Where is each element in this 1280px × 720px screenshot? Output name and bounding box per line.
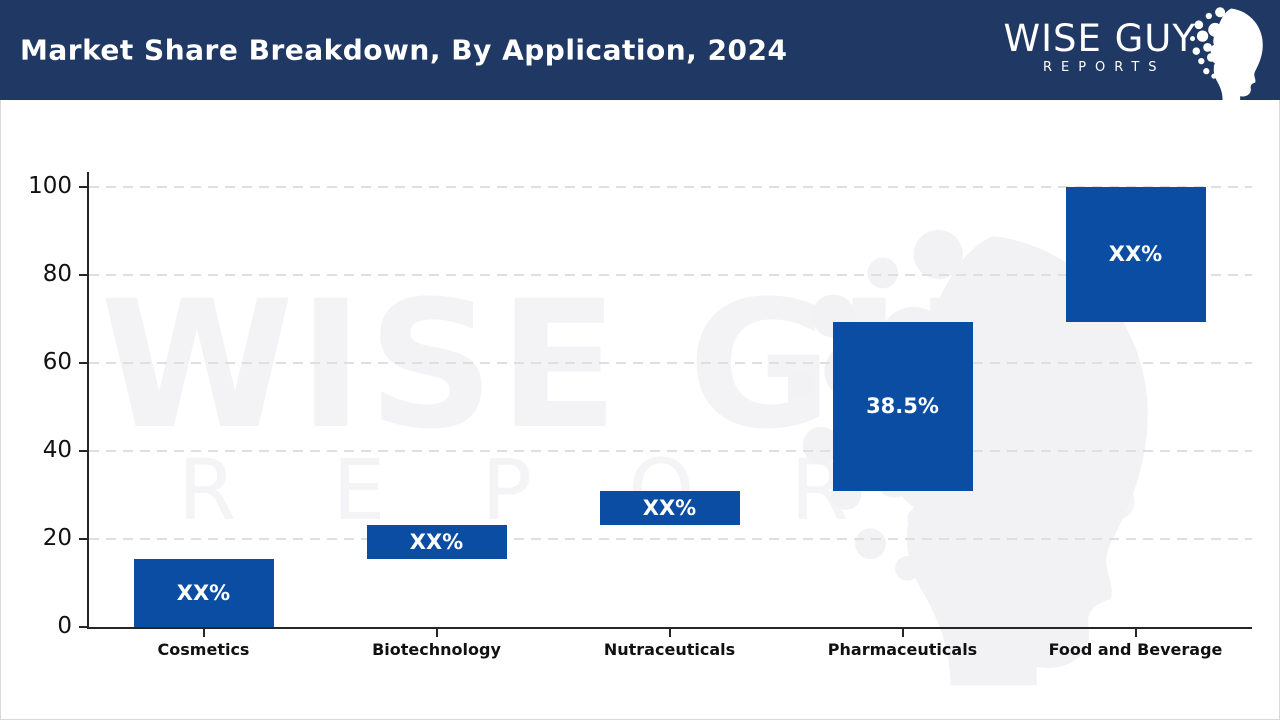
- gridline-80: [89, 274, 1252, 276]
- x-tick-mark-3: [901, 629, 904, 637]
- logo-face-icon: [1186, 6, 1268, 100]
- gridline-40: [89, 450, 1252, 452]
- y-tick-mark-60: [79, 362, 87, 364]
- y-tick-label-0: 0: [57, 613, 72, 639]
- x-axis-spine: [87, 627, 1252, 629]
- y-tick-mark-0: [79, 626, 87, 628]
- logo-wordmark: WISE GUY: [1003, 17, 1196, 60]
- x-tick-mark-2: [668, 629, 671, 637]
- bar-value-label: XX%: [409, 529, 464, 554]
- gridline-100: [89, 186, 1252, 188]
- bar-value-label: XX%: [1108, 242, 1163, 267]
- bar-cosmetics: XX%: [133, 558, 274, 627]
- header-bar: Market Share Breakdown, By Application, …: [0, 0, 1280, 100]
- bar-value-label: 38.5%: [866, 394, 939, 419]
- y-tick-label-100: 100: [28, 173, 72, 199]
- y-tick-label-80: 80: [42, 261, 72, 287]
- x-tick-mark-0: [202, 629, 205, 637]
- x-category-label-0: Cosmetics: [157, 640, 250, 659]
- y-tick-label-60: 60: [42, 349, 72, 375]
- y-tick-mark-100: [79, 186, 87, 188]
- y-tick-label-20: 20: [42, 525, 72, 551]
- x-category-label-3: Pharmaceuticals: [827, 640, 978, 659]
- x-category-label-2: Nutraceuticals: [603, 640, 736, 659]
- logo-text: WISE GUY REPORTS: [1004, 20, 1196, 75]
- bar-pharmaceuticals: 38.5%: [832, 321, 973, 492]
- y-tick-label-40: 40: [42, 437, 72, 463]
- brand-logo: WISE GUY REPORTS: [1004, 4, 1268, 96]
- y-axis-spine: [87, 172, 89, 629]
- logo-subtext: REPORTS: [1042, 60, 1166, 75]
- page-title: Market Share Breakdown, By Application, …: [20, 33, 788, 67]
- y-tick-mark-40: [79, 450, 87, 452]
- x-tick-mark-1: [435, 629, 438, 637]
- y-tick-mark-80: [79, 274, 87, 276]
- y-tick-mark-20: [79, 538, 87, 540]
- bar-nutraceuticals: XX%: [599, 491, 740, 525]
- bar-value-label: XX%: [176, 580, 231, 605]
- x-category-label-1: Biotechnology: [372, 640, 501, 659]
- bar-biotechnology: XX%: [366, 524, 507, 559]
- gridline-60: [89, 362, 1252, 364]
- gridline-20: [89, 538, 1252, 540]
- x-tick-mark-4: [1134, 629, 1137, 637]
- bar-value-label: XX%: [642, 495, 697, 520]
- bar-food-and-beverage: XX%: [1065, 187, 1206, 322]
- x-category-label-4: Food and Beverage: [1048, 640, 1223, 659]
